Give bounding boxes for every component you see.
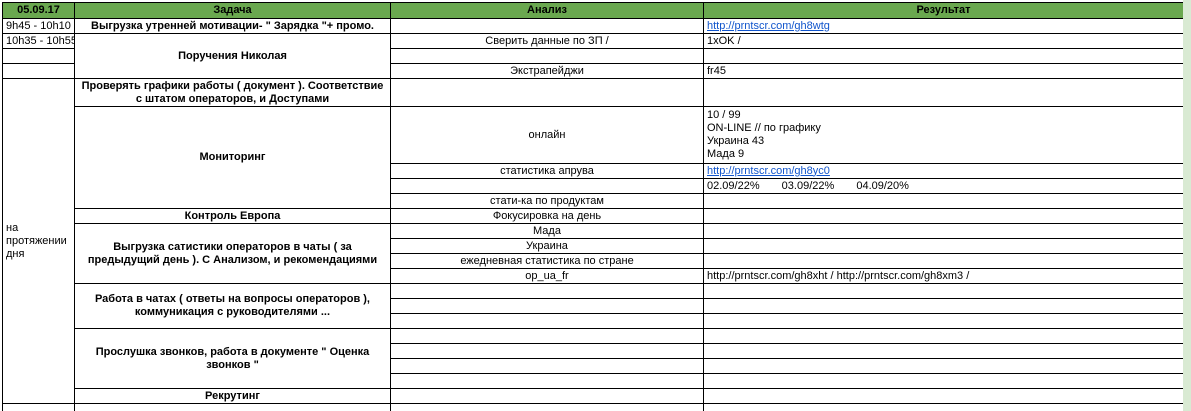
empty-cell <box>703 358 1184 374</box>
row-20 <box>3 358 1184 374</box>
task-vygruzka-statistiki: Выгрузка сатистики операторов в чаты ( з… <box>74 223 391 284</box>
online-stat-line: Мада 9 <box>707 148 745 160</box>
empty-cell <box>703 48 1184 64</box>
result-1xok: 1xOK / <box>703 33 1184 49</box>
task-rabota-v-chatah: Работа в чатах ( ответы на вопросы опера… <box>74 283 391 329</box>
row-6: Мониторинг онлайн 10 / 99 ON-LINE // по … <box>3 106 1184 209</box>
analysis-op-ua-fr: op_ua_fr <box>390 268 704 284</box>
row-22: Рекрутинг <box>3 388 1184 404</box>
row-5: на протяжении дня Проверять графики рабо… <box>2 78 1184 404</box>
result-cell-apruva: http://prntscr.com/gh8yc0 <box>703 163 1184 179</box>
task-monitoring: Мониторинг <box>74 106 391 209</box>
empty-cell <box>390 18 704 34</box>
result-fr45: fr45 <box>703 63 1184 79</box>
analysis-mada: Мада <box>390 223 704 239</box>
empty-cell <box>390 373 704 389</box>
task-rekruting: Рекрутинг <box>74 388 391 404</box>
result-links-gh8xht-gh8xm3: http://prntscr.com/gh8xht / http://prnts… <box>703 268 1184 284</box>
empty-cell <box>2 48 75 64</box>
empty-cell <box>703 78 1184 107</box>
empty-cell <box>703 238 1184 254</box>
row-15: Работа в чатах ( ответы на вопросы опера… <box>3 283 1184 329</box>
empty-cell <box>390 48 704 64</box>
task-proslushka-zvonkov: Прослушка звонков, работа в документе " … <box>74 328 391 389</box>
row-7: статистика апрува http://prntscr.com/gh8… <box>3 163 1184 179</box>
empty-cell <box>390 298 704 314</box>
analysis-fokusirovka: Фокусировка на день <box>390 208 704 224</box>
row-8: 02.09/22% 03.09/22% 04.09/20% <box>3 178 1184 194</box>
analysis-statistika-apruva: статистика апрува <box>390 163 704 179</box>
empty-cell <box>390 313 704 329</box>
empty-cell <box>390 178 704 194</box>
analysis-ezhednevnaya-statistika: ежедневная статистика по стране <box>390 253 704 269</box>
result-approval-percents: 02.09/22% 03.09/22% 04.09/20% <box>703 178 1184 194</box>
time-cell-1: 9h45 - 10h10 <box>2 18 75 34</box>
empty-cell <box>703 388 1184 404</box>
empty-cell <box>703 373 1184 389</box>
percent-value: 02.09/22% <box>707 179 760 192</box>
analysis-online: онлайн <box>390 106 704 164</box>
row-12: Украина <box>3 238 1184 254</box>
empty-cell <box>703 328 1184 344</box>
result-cell-1: http://prntscr.com/gh8wtg <box>703 18 1184 34</box>
online-stat-line: ON-LINE // по графику <box>707 122 821 134</box>
row-10: Контроль Европа Фокусировка на день <box>3 208 1184 224</box>
task-proverka-grafikov: Проверять графики работы ( документ ). С… <box>74 78 391 107</box>
analysis-extrapaydzhi: Экстрапейджи <box>390 63 704 79</box>
empty-cell <box>390 78 704 107</box>
analysis-statika-produkty: стати-ка по продуктам <box>390 193 704 209</box>
empty-cell <box>390 283 704 299</box>
header-analysis-cell: Анализ <box>390 2 704 19</box>
time-span-all-day: на протяжении дня <box>2 78 75 404</box>
empty-cell <box>390 358 704 374</box>
empty-cell <box>74 403 391 411</box>
header-result-cell: Результат <box>703 2 1184 19</box>
percent-value: 04.09/20% <box>856 179 909 192</box>
empty-cell <box>703 313 1184 329</box>
row-3 <box>2 48 1184 64</box>
empty-cell <box>2 63 75 79</box>
empty-cell <box>390 343 704 359</box>
task-morning-motivation: Выгрузка утренней мотивации- " Зарядка "… <box>74 18 391 34</box>
online-stat-line: 10 / 99 <box>707 109 741 121</box>
row-13: ежедневная статистика по стране <box>3 253 1184 269</box>
row-18: Прослушка звонков, работа в документе " … <box>3 328 1184 389</box>
row-1: 9h45 - 10h10 Выгрузка утренней мотивации… <box>2 18 1184 34</box>
right-gutter-strip <box>1183 0 1191 411</box>
result-link-gh8wtg[interactable]: http://prntscr.com/gh8wtg <box>707 19 830 32</box>
empty-cell <box>390 403 704 411</box>
task-porucheniya-nikolaya: Поручения Николая <box>74 33 391 79</box>
analysis-sverit-zp: Сверить данные по ЗП / <box>390 33 704 49</box>
empty-cell <box>2 403 75 411</box>
empty-cell <box>703 193 1184 209</box>
result-online-stats: 10 / 99 ON-LINE // по графику Украина 43… <box>703 106 1184 164</box>
row-21 <box>3 373 1184 389</box>
task-kontrol-evropa: Контроль Европа <box>74 208 391 224</box>
empty-cell <box>703 223 1184 239</box>
empty-cell <box>703 298 1184 314</box>
empty-cell <box>703 403 1184 411</box>
result-link-gh8yc0[interactable]: http://prntscr.com/gh8yc0 <box>707 164 830 177</box>
header-task-cell: Задача <box>74 2 391 19</box>
empty-cell <box>390 328 704 344</box>
percent-value: 03.09/22% <box>781 179 835 192</box>
empty-cell <box>703 253 1184 269</box>
time-cell-2: 10h35 - 10h55 <box>2 33 75 49</box>
row-11: Выгрузка сатистики операторов в чаты ( з… <box>3 223 1184 284</box>
row-2: 10h35 - 10h55 Поручения Николая Сверить … <box>2 33 1184 79</box>
header-row: 05.09.17 Задача Анализ Результат <box>2 2 1184 19</box>
row-9: стати-ка по продуктам <box>3 193 1184 209</box>
row-23-partial <box>2 403 1184 411</box>
empty-cell <box>703 343 1184 359</box>
empty-cell <box>390 388 704 404</box>
header-date-cell: 05.09.17 <box>2 2 75 19</box>
empty-cell <box>703 283 1184 299</box>
online-stat-line: Украина 43 <box>707 135 765 147</box>
empty-cell <box>703 208 1184 224</box>
analysis-ukraina: Украина <box>390 238 704 254</box>
